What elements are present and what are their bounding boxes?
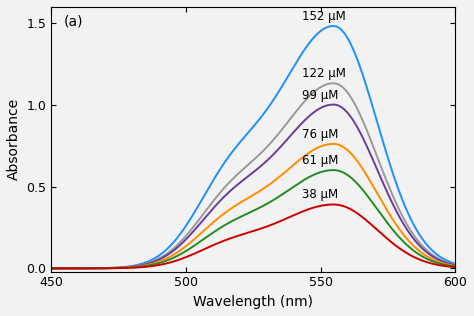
Text: 99 μM: 99 μM <box>301 89 338 102</box>
Text: 76 μM: 76 μM <box>301 128 338 141</box>
Text: 38 μM: 38 μM <box>301 188 338 201</box>
X-axis label: Wavelength (nm): Wavelength (nm) <box>193 295 313 309</box>
Text: 122 μM: 122 μM <box>301 68 346 81</box>
Text: (a): (a) <box>64 15 83 29</box>
Text: 152 μM: 152 μM <box>301 10 346 23</box>
Text: 61 μM: 61 μM <box>301 154 338 167</box>
Y-axis label: Absorbance: Absorbance <box>7 98 21 180</box>
